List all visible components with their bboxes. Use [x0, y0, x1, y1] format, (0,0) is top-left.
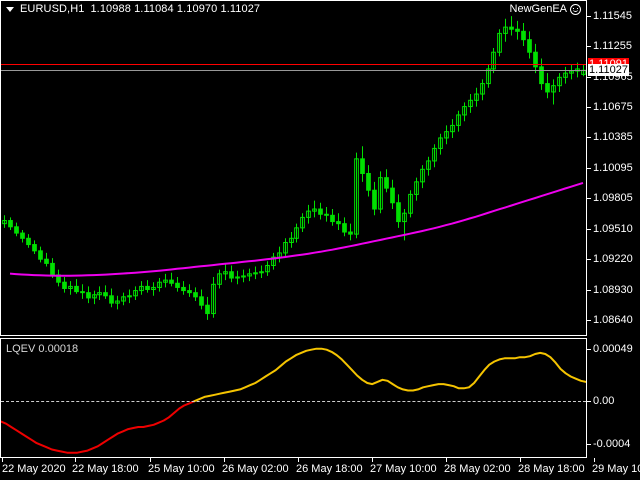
- time-axis-tick: [298, 458, 299, 462]
- price-axis-label: 1.11255: [593, 40, 632, 52]
- price-axis-tick: [587, 290, 591, 291]
- indicator-axis[interactable]: 0.00049 0.00 -0.0004: [587, 338, 640, 458]
- price-axis-label: 1.11545: [593, 10, 632, 22]
- time-axis-tick: [372, 458, 373, 462]
- time-axis-label: 22 May 18:00: [72, 463, 139, 475]
- smiley-face-icon: [570, 3, 581, 15]
- ohlc-values-label: 1.10988 1.11084 1.10970 1.11027: [90, 3, 261, 15]
- indicator-name-value-label: LQEV 0.00018: [6, 343, 79, 355]
- time-axis-tick: [520, 458, 521, 462]
- indicator-axis-label: 0.00: [593, 395, 615, 407]
- time-axis-label: 26 May 02:00: [222, 463, 289, 475]
- price-axis-label: 1.09510: [593, 223, 633, 235]
- indicator-axis-tick: [587, 349, 591, 350]
- time-axis-tick: [150, 458, 151, 462]
- time-axis-label: 27 May 10:00: [370, 463, 437, 475]
- time-axis-tick: [75, 458, 76, 462]
- time-axis-tick: [2, 458, 3, 462]
- price-axis-tick: [587, 320, 591, 321]
- indicator-axis-label: -0.0004: [593, 438, 631, 450]
- time-axis-tick: [224, 458, 225, 462]
- price-axis-label: 1.10385: [593, 131, 633, 143]
- time-axis-label: 26 May 18:00: [296, 463, 363, 475]
- time-axis-tick: [446, 458, 447, 462]
- time-axis-label: 28 May 02:00: [444, 463, 511, 475]
- price-chart-svg: [2, 16, 586, 320]
- price-axis-tick: [587, 16, 591, 17]
- caret-down-icon[interactable]: [6, 6, 14, 12]
- price-axis[interactable]: 1.11545 1.11255 1.10965 1.10675 1.10385 1.100…: [587, 0, 640, 336]
- symbol-period-label: EURUSD,H1: [20, 3, 85, 15]
- indicator-axis-tick: [587, 444, 591, 445]
- time-axis-tick: [594, 458, 595, 462]
- indicator-zero-line: [1, 401, 586, 402]
- price-chart-plot-area[interactable]: [1, 1, 586, 335]
- price-axis-tick: [587, 46, 591, 47]
- price-axis-tick: [587, 107, 591, 108]
- time-axis-label: 29 May 10:00: [592, 463, 640, 475]
- price-axis-label: 1.09805: [593, 192, 633, 204]
- price-axis-tick: [587, 137, 591, 138]
- price-axis-tick: [587, 229, 591, 230]
- price-axis-label: 1.09220: [593, 253, 633, 265]
- price-axis-tick: [587, 198, 591, 199]
- price-axis-label: 1.08930: [593, 284, 633, 296]
- time-axis-label: 22 May 2020: [2, 463, 66, 475]
- bid-price-line: [1, 70, 586, 71]
- price-axis-label: 1.10675: [593, 101, 633, 113]
- price-axis-tick: [587, 168, 591, 169]
- bid-price-tag: 1.11027: [588, 64, 629, 77]
- price-axis-tick: [587, 77, 591, 78]
- indicator-axis-tick: [587, 401, 591, 402]
- time-axis-label: 28 May 18:00: [518, 463, 585, 475]
- indicator-svg: [1, 347, 586, 454]
- price-axis-label: 1.08640: [593, 314, 633, 326]
- expert-advisor-badge[interactable]: NewGenEA: [510, 3, 581, 15]
- price-axis-tick: [587, 259, 591, 260]
- time-axis[interactable]: 22 May 2020 22 May 18:00 25 May 10:00 26 Ma…: [0, 458, 640, 480]
- ask-price-line: [1, 64, 586, 65]
- price-axis-label: 1.10095: [593, 162, 633, 174]
- expert-advisor-name-label: NewGenEA: [509, 3, 567, 15]
- indicator-axis-label: 0.00049: [593, 343, 633, 355]
- time-axis-label: 25 May 10:00: [148, 463, 215, 475]
- indicator-plot-area[interactable]: [1, 339, 586, 457]
- chart-header: EURUSD,H1 1.10988 1.11084 1.10970 1.1102…: [6, 3, 260, 15]
